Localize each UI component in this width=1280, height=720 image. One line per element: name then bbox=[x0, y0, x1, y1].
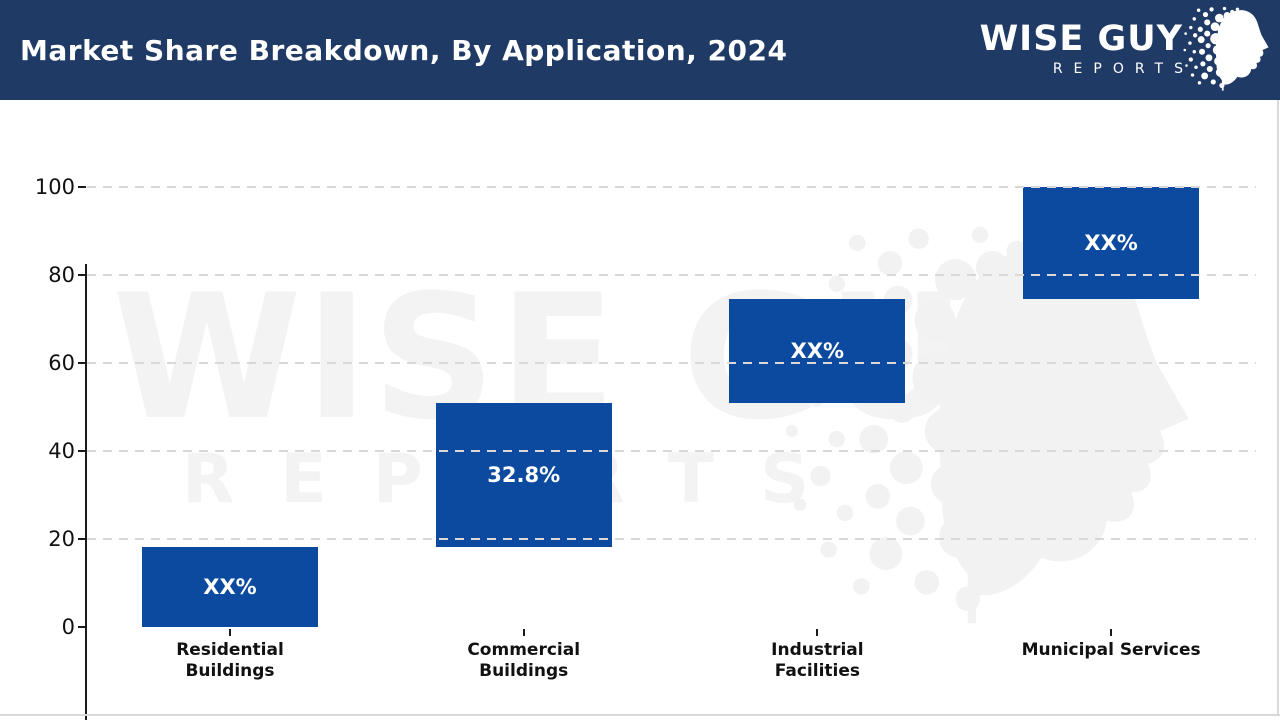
brand-logo: WISE GUY REPORTS bbox=[980, 0, 1272, 100]
wiseguy-head-icon bbox=[1177, 6, 1272, 94]
watermark-head-icon bbox=[755, 225, 1205, 637]
y-axis-tick bbox=[78, 538, 86, 540]
chart-bar-municipal-services: XX% bbox=[1023, 187, 1200, 299]
x-axis-category-label: Commercial Buildings bbox=[467, 640, 581, 681]
x-axis-tick bbox=[522, 629, 525, 636]
bar-value-label: XX% bbox=[1084, 230, 1138, 255]
bar-value-label: XX% bbox=[790, 338, 845, 363]
bar-value-label: XX% bbox=[203, 574, 257, 599]
x-axis-tick bbox=[816, 629, 819, 636]
chart-bar-residential-buildings: XX% bbox=[142, 546, 318, 627]
y-axis-tick bbox=[78, 186, 86, 188]
canvas-right-border bbox=[1277, 100, 1279, 716]
page-title: Market Share Breakdown, By Application, … bbox=[20, 33, 788, 67]
y-axis-tick-label: 40 bbox=[48, 439, 75, 463]
y-axis-tick bbox=[78, 274, 86, 276]
y-axis-tick-label: 100 bbox=[34, 175, 75, 199]
canvas-bottom-border bbox=[0, 714, 1280, 716]
x-axis-tick bbox=[229, 629, 231, 636]
y-axis-tick bbox=[78, 626, 86, 628]
y-axis-tick-label: 0 bbox=[61, 615, 75, 639]
brand-name-label: WISE GUY bbox=[979, 19, 1183, 59]
chart-bar-commercial-buildings: 32.8% bbox=[435, 402, 612, 547]
y-axis-spine bbox=[85, 264, 87, 720]
bar-value-label: 32.8% bbox=[487, 462, 561, 487]
y-axis-tick-label: 80 bbox=[48, 263, 75, 287]
gridline bbox=[87, 186, 1256, 188]
y-axis-tick bbox=[78, 362, 86, 364]
gridline bbox=[87, 274, 1256, 276]
brand-logo-text: WISE GUY REPORTS bbox=[980, 21, 1183, 79]
y-axis-tick-label: 20 bbox=[48, 527, 75, 551]
x-axis-category-label: Industrial Facilities bbox=[771, 640, 864, 681]
y-axis-tick-label: 60 bbox=[48, 351, 75, 375]
chart-bar-industrial-facilities: XX% bbox=[729, 298, 906, 403]
header-bar: Market Share Breakdown, By Application, … bbox=[0, 0, 1280, 100]
x-axis-category-label: Municipal Services bbox=[1021, 640, 1201, 660]
plot-area: 0 20 40 60 80 100 XX% Residential Buildings 32.8%… bbox=[0, 100, 1280, 720]
gridline bbox=[87, 538, 1256, 540]
gridline bbox=[87, 450, 1256, 452]
x-axis-category-label: Residential Buildings bbox=[176, 640, 284, 681]
y-axis-tick bbox=[78, 450, 86, 452]
x-axis-tick bbox=[1110, 629, 1113, 636]
brand-subtitle-label: REPORTS bbox=[1052, 61, 1194, 77]
gridline bbox=[87, 362, 1256, 364]
